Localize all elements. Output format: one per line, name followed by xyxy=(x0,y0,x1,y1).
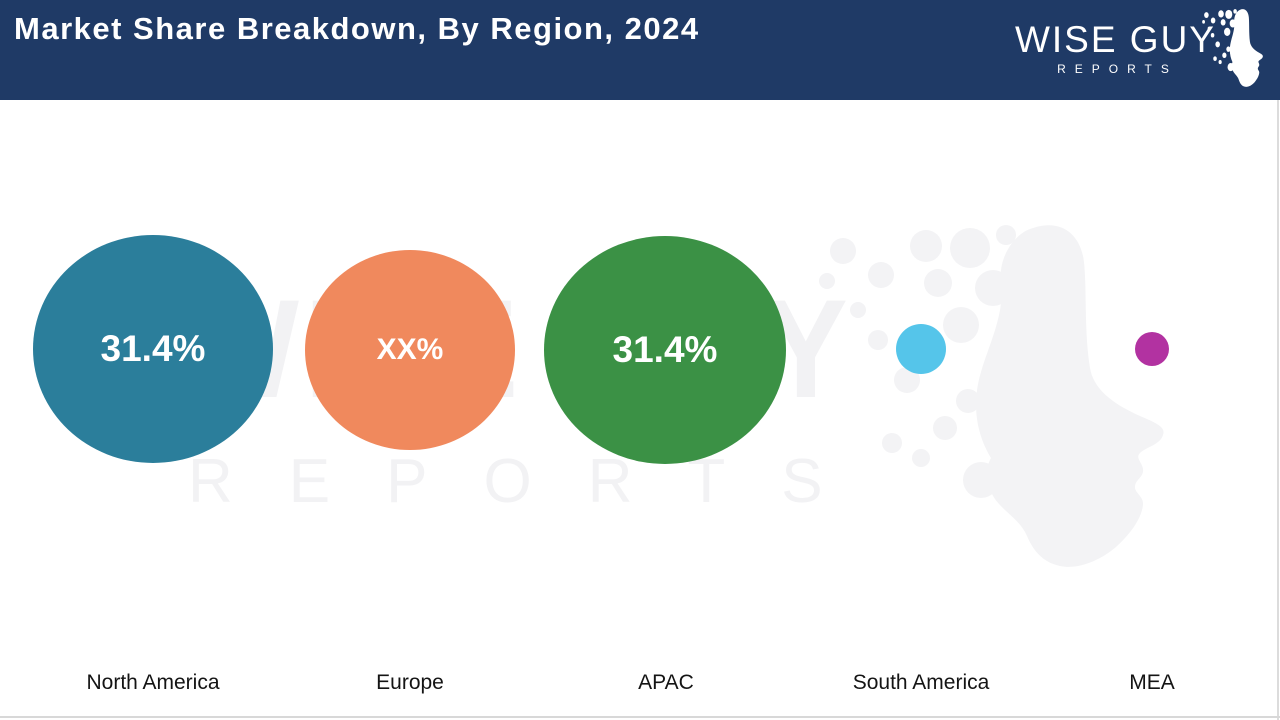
category-label-europe: Europe xyxy=(376,671,444,694)
bubble-apac: 31.4% xyxy=(544,236,786,464)
bubble-value-label-europe: XX% xyxy=(376,333,444,366)
category-label-mea: MEA xyxy=(1129,671,1175,694)
watermark-head-icon xyxy=(818,220,1170,572)
page-title: Market Share Breakdown, By Region, 2024 xyxy=(14,11,700,46)
bubble-north-america: 31.4% xyxy=(33,235,273,463)
right-edge-line xyxy=(1277,100,1279,720)
category-label-apac: APAC xyxy=(638,671,694,694)
watermark-reports-text: REPORTS xyxy=(188,447,879,516)
wiseguy-logo: WISE GUY REPORTS xyxy=(1015,8,1264,88)
logo-reports-text: REPORTS xyxy=(1057,62,1178,77)
logo-text-block: WISE GUY REPORTS xyxy=(1014,18,1216,77)
bubble-value-label-north-america: 31.4% xyxy=(100,328,206,369)
bubble-mea xyxy=(1135,332,1169,366)
header: Market Share Breakdown, By Region, 2024 … xyxy=(0,0,1280,100)
bubble-south-america xyxy=(896,324,946,374)
category-label-north-america: North America xyxy=(86,671,220,694)
bubble-europe: XX% xyxy=(305,250,515,450)
category-label-south-america: South America xyxy=(852,671,990,694)
wiseguy-head-icon xyxy=(1202,8,1264,88)
bubble-value-label-apac: 31.4% xyxy=(612,329,718,370)
logo-brand-text: WISE GUY xyxy=(1014,18,1216,60)
bottom-edge-line xyxy=(0,716,1280,718)
